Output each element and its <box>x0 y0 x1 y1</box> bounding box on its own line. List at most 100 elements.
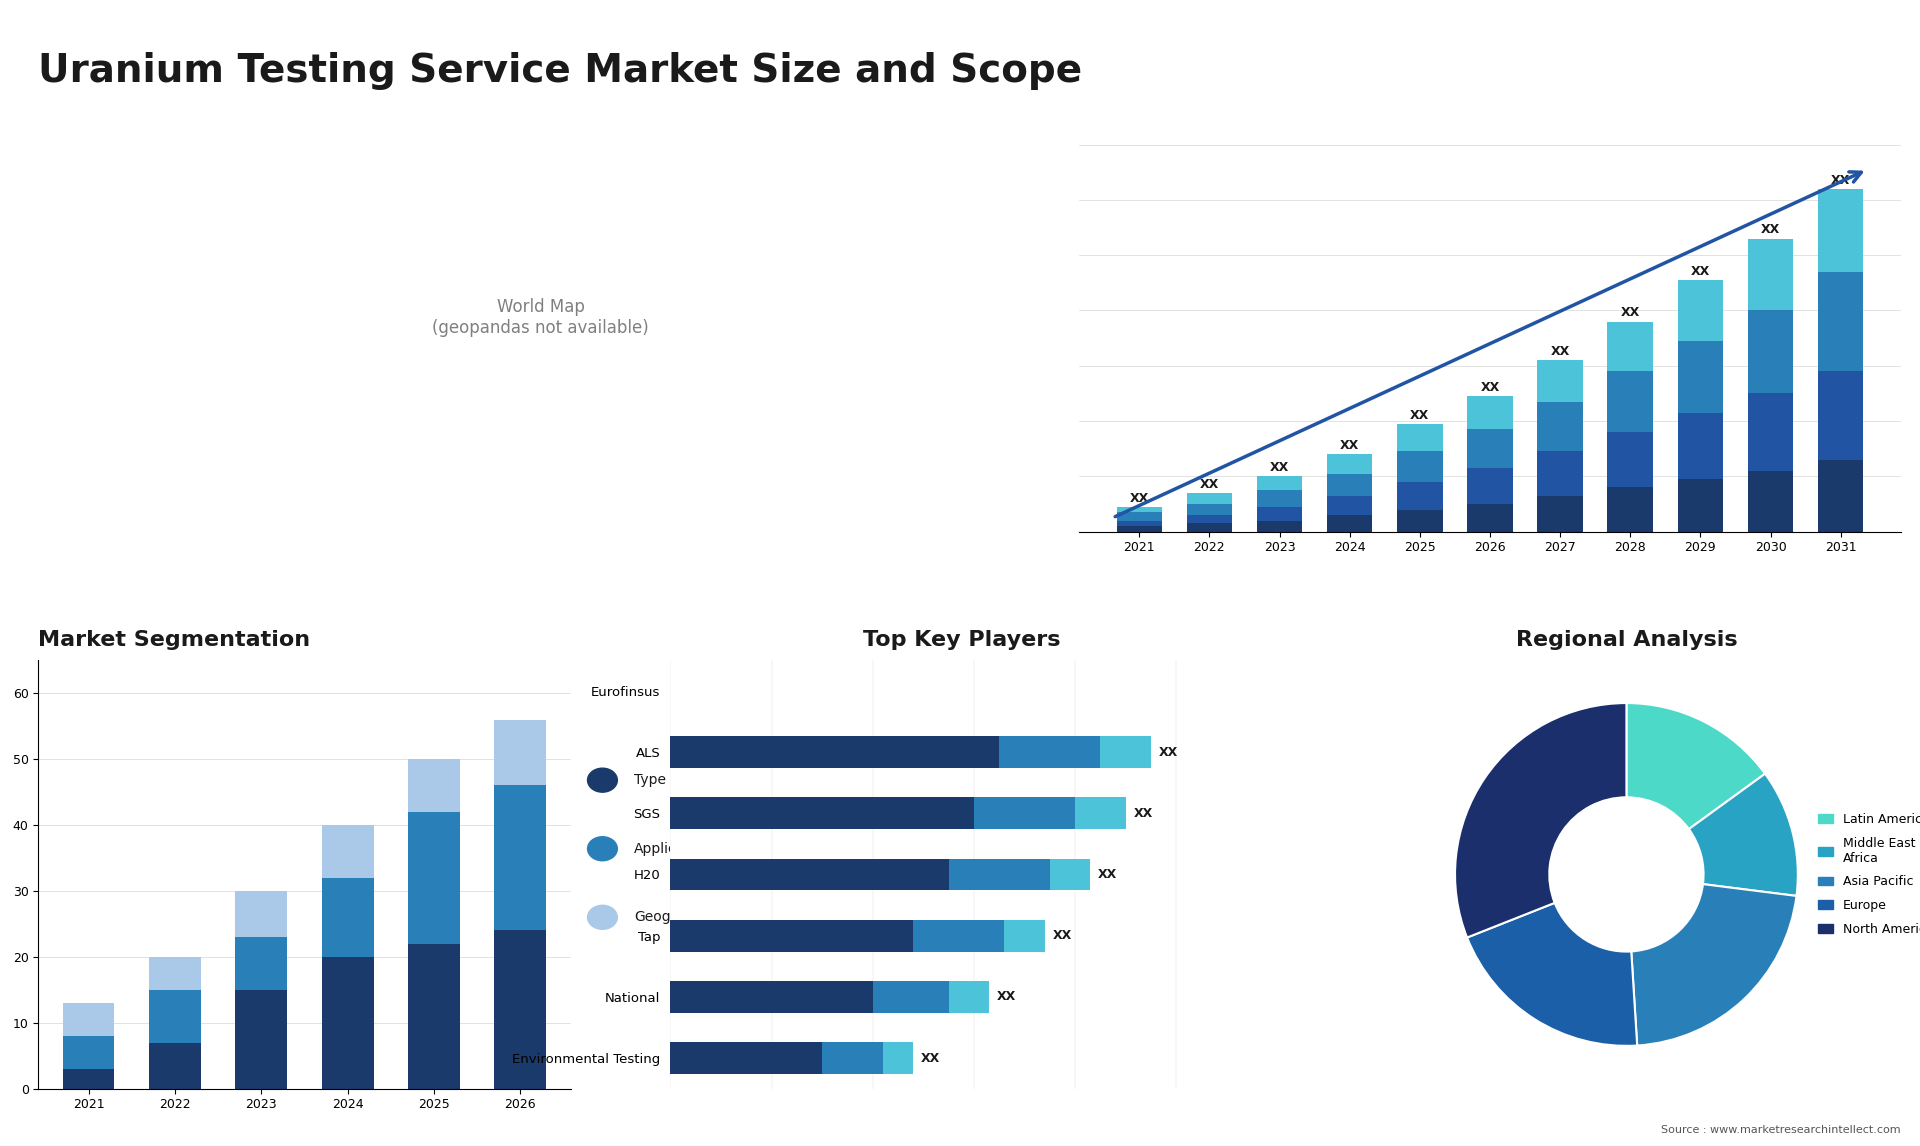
Circle shape <box>588 905 618 929</box>
Bar <box>1117 526 1162 532</box>
Bar <box>409 943 461 1089</box>
Text: XX: XX <box>1098 868 1117 881</box>
Bar <box>948 981 989 1013</box>
Bar <box>1398 424 1442 452</box>
Text: XX: XX <box>1409 409 1430 422</box>
Text: XX: XX <box>922 1052 941 1065</box>
Bar <box>1258 520 1302 532</box>
Bar <box>670 920 914 951</box>
Bar <box>1747 471 1793 532</box>
Text: XX: XX <box>1269 461 1288 474</box>
Bar <box>323 957 374 1089</box>
Bar <box>63 1069 115 1089</box>
Text: XX: XX <box>1480 380 1500 394</box>
Bar <box>1467 468 1513 504</box>
Bar <box>1327 454 1373 473</box>
Bar <box>1467 430 1513 468</box>
Bar <box>236 890 288 937</box>
Bar <box>1258 507 1302 520</box>
Bar <box>409 811 461 943</box>
Bar <box>495 785 547 931</box>
Text: Type: Type <box>634 774 666 787</box>
Bar <box>1818 272 1864 371</box>
Text: Geography: Geography <box>634 910 710 925</box>
Bar <box>914 920 1004 951</box>
Bar <box>1004 920 1044 951</box>
Bar <box>1398 510 1442 532</box>
Bar <box>1607 371 1653 432</box>
Bar <box>1117 520 1162 526</box>
Bar <box>1467 397 1513 430</box>
Bar <box>1117 507 1162 512</box>
Bar <box>1678 479 1722 532</box>
Text: XX: XX <box>1832 174 1851 187</box>
Bar <box>1100 736 1152 768</box>
Bar <box>874 981 948 1013</box>
Bar <box>1187 524 1233 532</box>
Text: XX: XX <box>1620 306 1640 320</box>
Bar <box>63 1003 115 1036</box>
Bar <box>1747 311 1793 393</box>
Bar <box>1187 493 1233 504</box>
Wedge shape <box>1467 903 1638 1046</box>
Bar <box>236 990 288 1089</box>
Title: Regional Analysis: Regional Analysis <box>1515 630 1738 650</box>
Bar <box>1467 504 1513 532</box>
Bar <box>150 990 202 1043</box>
Bar <box>323 878 374 957</box>
Bar <box>1818 460 1864 532</box>
Bar <box>1187 504 1233 515</box>
Bar <box>1607 487 1653 532</box>
Bar <box>1678 340 1722 413</box>
Bar <box>670 1042 822 1074</box>
Bar <box>1607 322 1653 371</box>
Bar <box>1327 473 1373 496</box>
Bar <box>1818 189 1864 272</box>
Text: XX: XX <box>1340 439 1359 452</box>
Text: Uranium Testing Service Market Size and Scope: Uranium Testing Service Market Size and … <box>38 52 1083 89</box>
Bar <box>1538 360 1582 402</box>
Wedge shape <box>1632 884 1797 1045</box>
Wedge shape <box>1455 702 1626 937</box>
Bar <box>1327 496 1373 515</box>
Text: XX: XX <box>1551 345 1571 358</box>
Text: World Map
(geopandas not available): World Map (geopandas not available) <box>432 298 649 337</box>
Text: Source : www.marketresearchintellect.com: Source : www.marketresearchintellect.com <box>1661 1124 1901 1135</box>
Bar <box>1607 432 1653 487</box>
Text: Market Segmentation: Market Segmentation <box>38 630 311 650</box>
Bar <box>1747 393 1793 471</box>
Bar <box>495 720 547 785</box>
Bar <box>948 858 1050 890</box>
Bar <box>1327 515 1373 532</box>
Bar <box>1538 452 1582 496</box>
Wedge shape <box>1690 774 1797 896</box>
Text: XX: XX <box>1129 492 1148 504</box>
Text: XX: XX <box>1692 265 1711 277</box>
Bar <box>670 736 998 768</box>
Legend: Latin America, Middle East &
Africa, Asia Pacific, Europe, North America: Latin America, Middle East & Africa, Asi… <box>1812 808 1920 941</box>
Text: XX: XX <box>996 990 1016 1004</box>
Circle shape <box>588 768 618 792</box>
Text: XX: XX <box>1761 223 1780 236</box>
Bar <box>1117 512 1162 520</box>
Bar <box>150 1043 202 1089</box>
Bar <box>670 798 973 830</box>
Wedge shape <box>1626 702 1764 829</box>
Bar <box>973 798 1075 830</box>
Bar <box>150 957 202 990</box>
Text: XX: XX <box>1158 746 1177 759</box>
Bar <box>670 981 874 1013</box>
Circle shape <box>588 837 618 861</box>
Bar <box>1258 490 1302 507</box>
Text: XX: XX <box>1200 478 1219 490</box>
Bar <box>1538 402 1582 452</box>
Bar <box>1538 496 1582 532</box>
Bar <box>1818 371 1864 460</box>
Bar <box>1678 280 1722 340</box>
Bar <box>409 759 461 811</box>
Text: XX: XX <box>1133 807 1152 819</box>
Bar <box>1398 481 1442 510</box>
Bar <box>1678 413 1722 479</box>
Bar <box>998 736 1100 768</box>
Circle shape <box>1549 798 1703 951</box>
